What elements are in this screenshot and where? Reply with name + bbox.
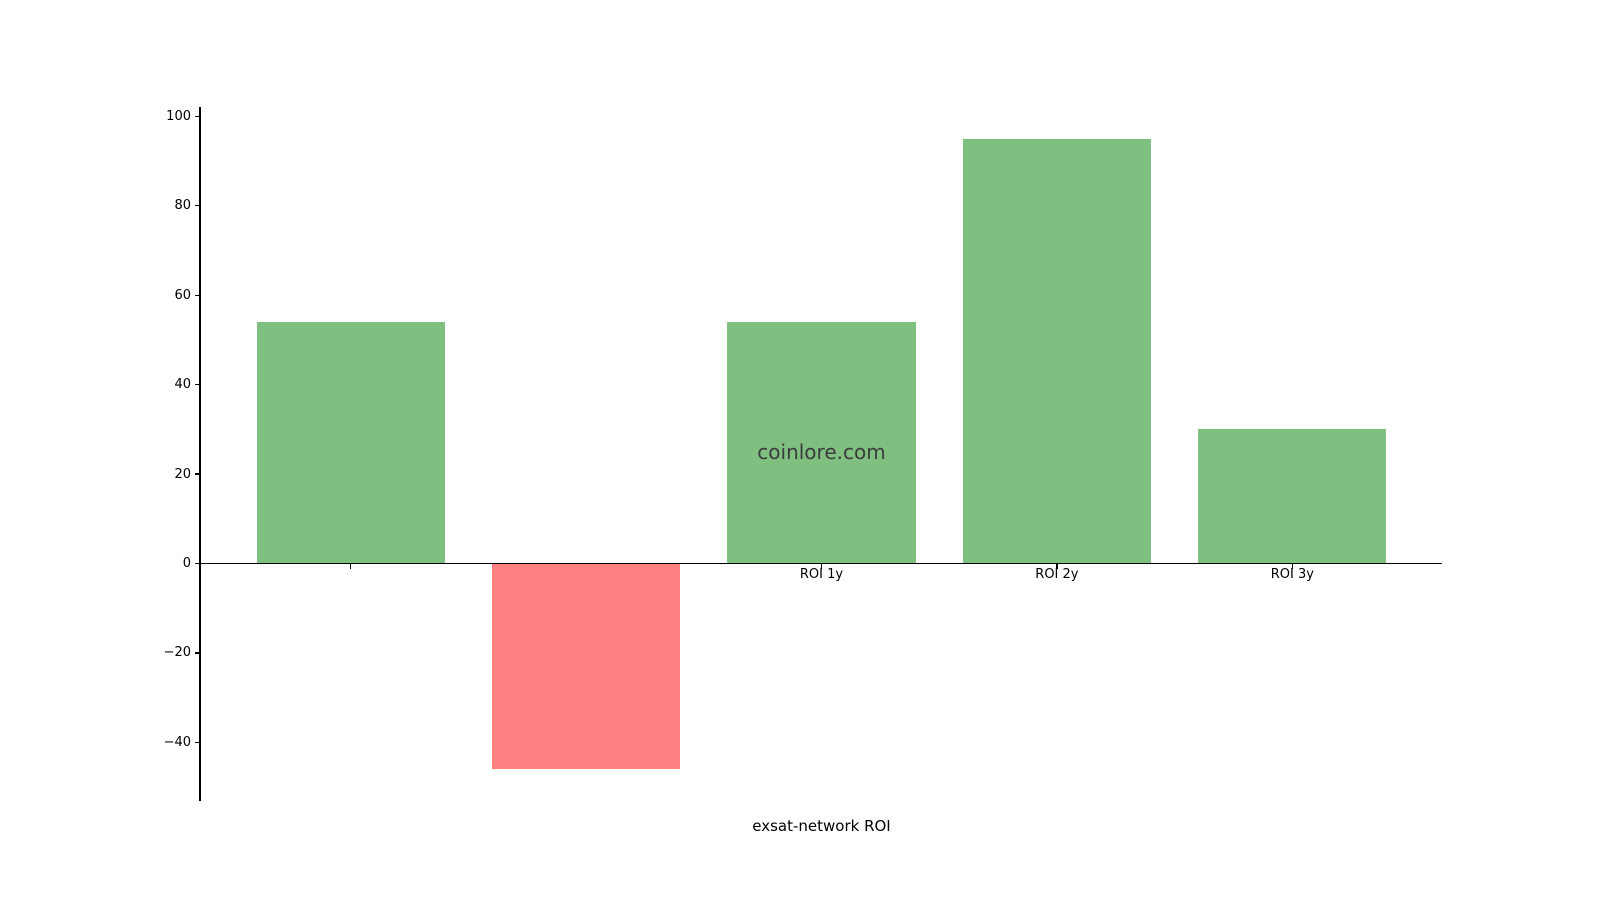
y-tick-label: 60 xyxy=(174,287,191,303)
watermark: coinlore.com xyxy=(757,440,886,464)
y-tick-label: −20 xyxy=(163,645,191,661)
chart-title: exsat-network ROI xyxy=(752,817,891,835)
y-tick-mark xyxy=(195,741,200,744)
bar-bar-1 xyxy=(256,322,445,564)
bar-roi-3y xyxy=(1198,429,1387,564)
y-tick-label: 100 xyxy=(166,108,191,124)
x-tick-mark xyxy=(1291,563,1293,569)
x-tick-label: ROI 1y xyxy=(799,566,844,582)
x-axis-line xyxy=(199,562,1443,565)
x-tick-mark xyxy=(1056,563,1058,569)
bar-bar-2 xyxy=(491,563,681,770)
bar-roi-1y xyxy=(727,322,916,564)
y-tick-label: −40 xyxy=(163,734,191,750)
y-tick-label: 0 xyxy=(182,556,191,572)
y-tick-label: 40 xyxy=(174,377,191,393)
y-tick-mark xyxy=(195,562,200,565)
x-tick-mark xyxy=(820,563,823,569)
y-tick-mark xyxy=(195,384,200,386)
y-tick-label: 20 xyxy=(174,466,191,482)
y-tick-label: 80 xyxy=(174,198,191,214)
y-axis-line xyxy=(199,107,201,801)
x-tick-label: ROI 2y xyxy=(1035,566,1079,582)
x-tick-label: ROI 3y xyxy=(1270,566,1314,582)
y-tick-mark xyxy=(195,205,200,207)
x-tick-mark xyxy=(350,563,352,569)
y-tick-mark xyxy=(195,473,200,475)
y-tick-mark xyxy=(195,115,200,118)
y-tick-mark xyxy=(195,652,200,654)
y-tick-mark xyxy=(195,294,200,296)
bar-roi-2y xyxy=(962,138,1152,564)
